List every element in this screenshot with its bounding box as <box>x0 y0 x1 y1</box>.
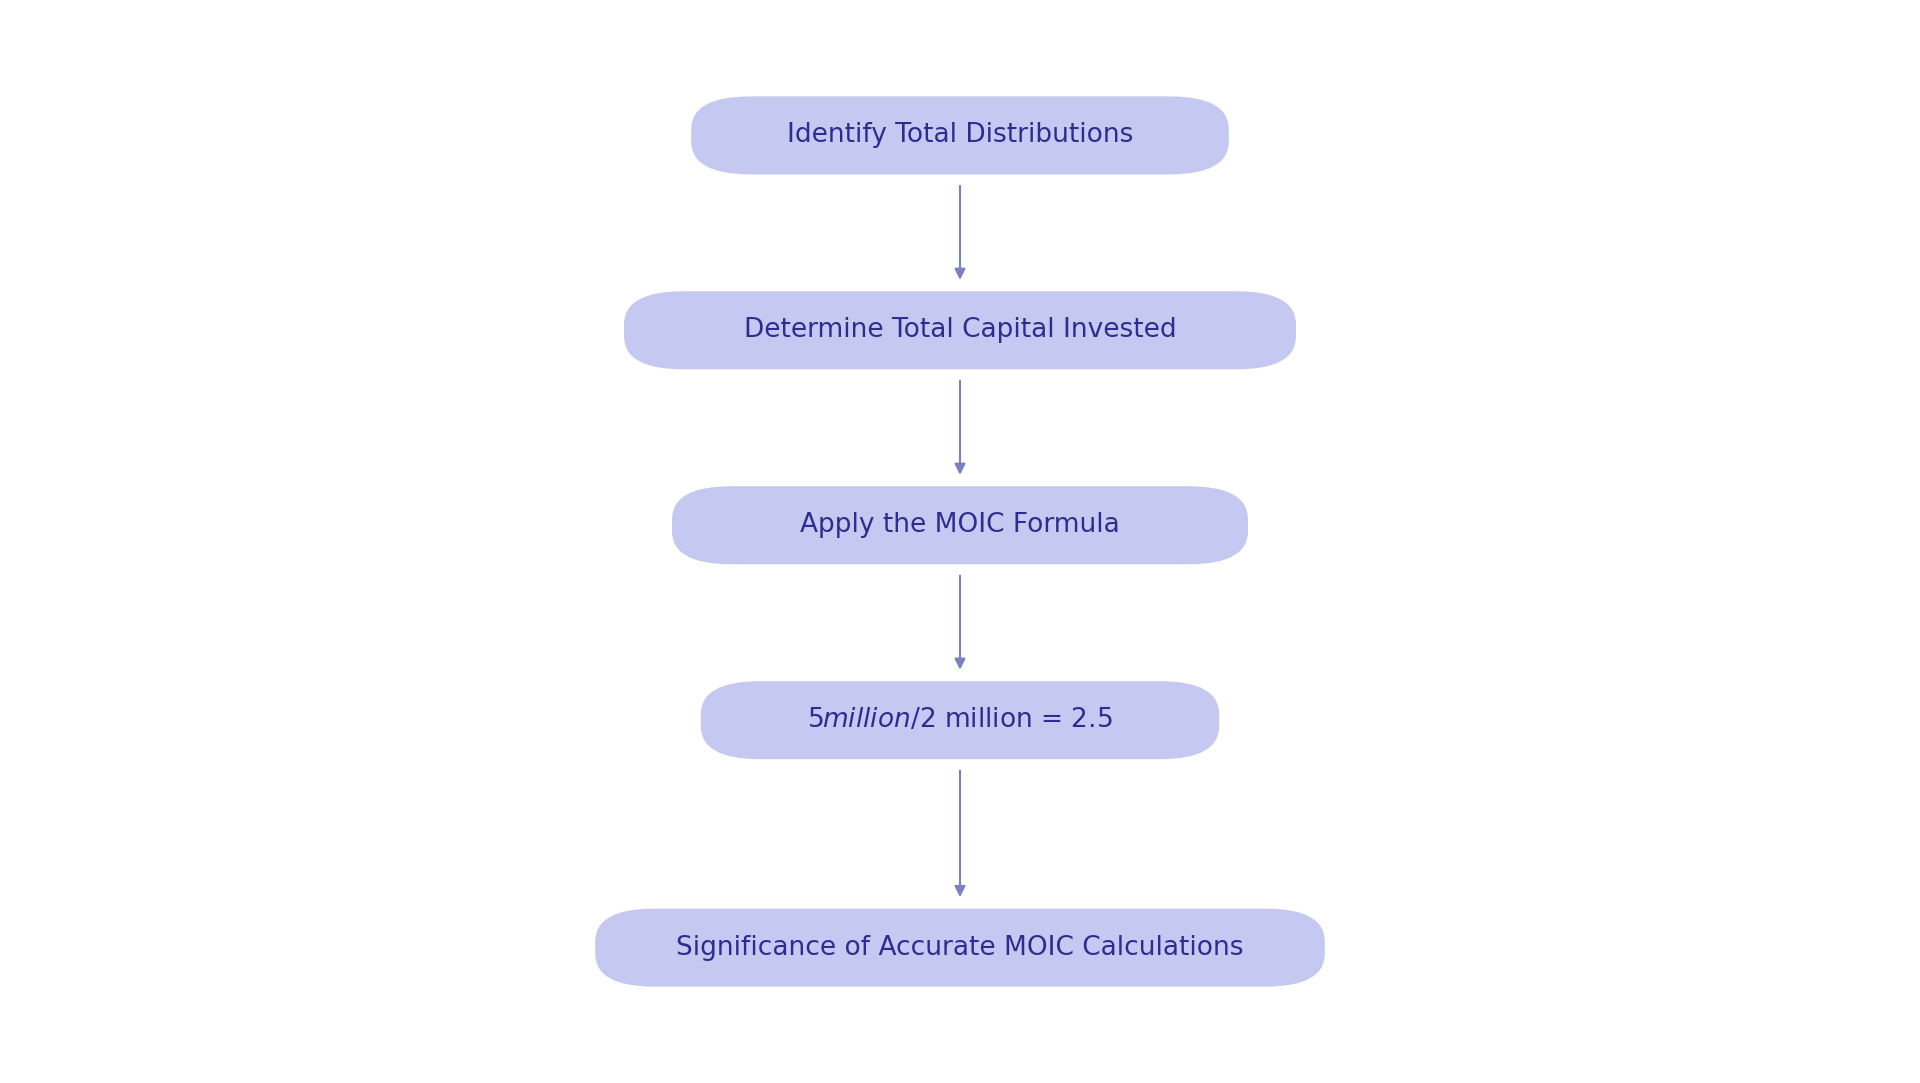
Text: Determine Total Capital Invested: Determine Total Capital Invested <box>743 317 1177 343</box>
FancyBboxPatch shape <box>624 291 1296 369</box>
FancyBboxPatch shape <box>691 96 1229 174</box>
FancyBboxPatch shape <box>701 681 1219 759</box>
Text: Identify Total Distributions: Identify Total Distributions <box>787 122 1133 148</box>
FancyBboxPatch shape <box>595 909 1325 987</box>
Text: Apply the MOIC Formula: Apply the MOIC Formula <box>801 512 1119 538</box>
Text: $5 million / $2 million = 2.5: $5 million / $2 million = 2.5 <box>806 707 1114 733</box>
FancyBboxPatch shape <box>672 486 1248 564</box>
Text: Significance of Accurate MOIC Calculations: Significance of Accurate MOIC Calculatio… <box>676 935 1244 961</box>
